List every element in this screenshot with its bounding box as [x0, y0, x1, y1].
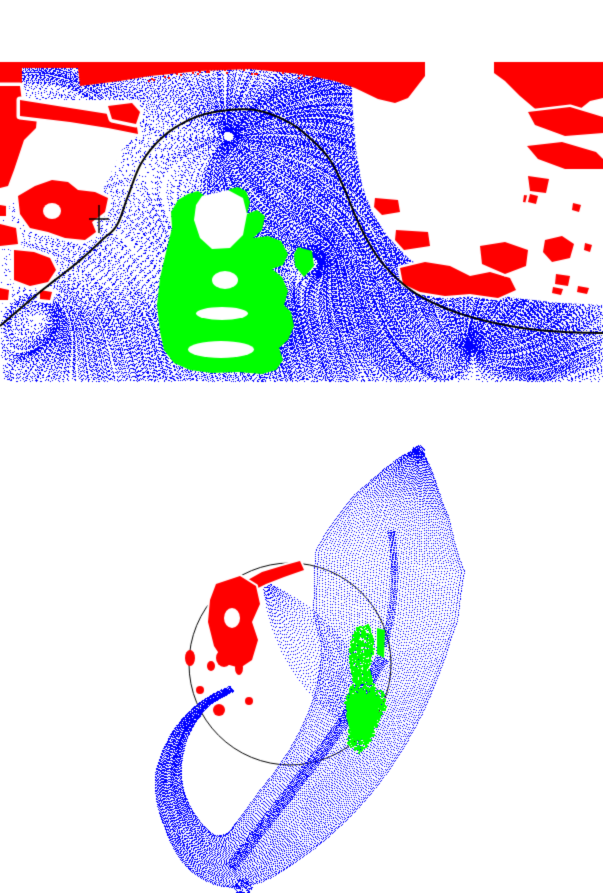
streamline-visualization-canvas: [0, 0, 603, 893]
two-panel-field-figure: [0, 0, 603, 893]
